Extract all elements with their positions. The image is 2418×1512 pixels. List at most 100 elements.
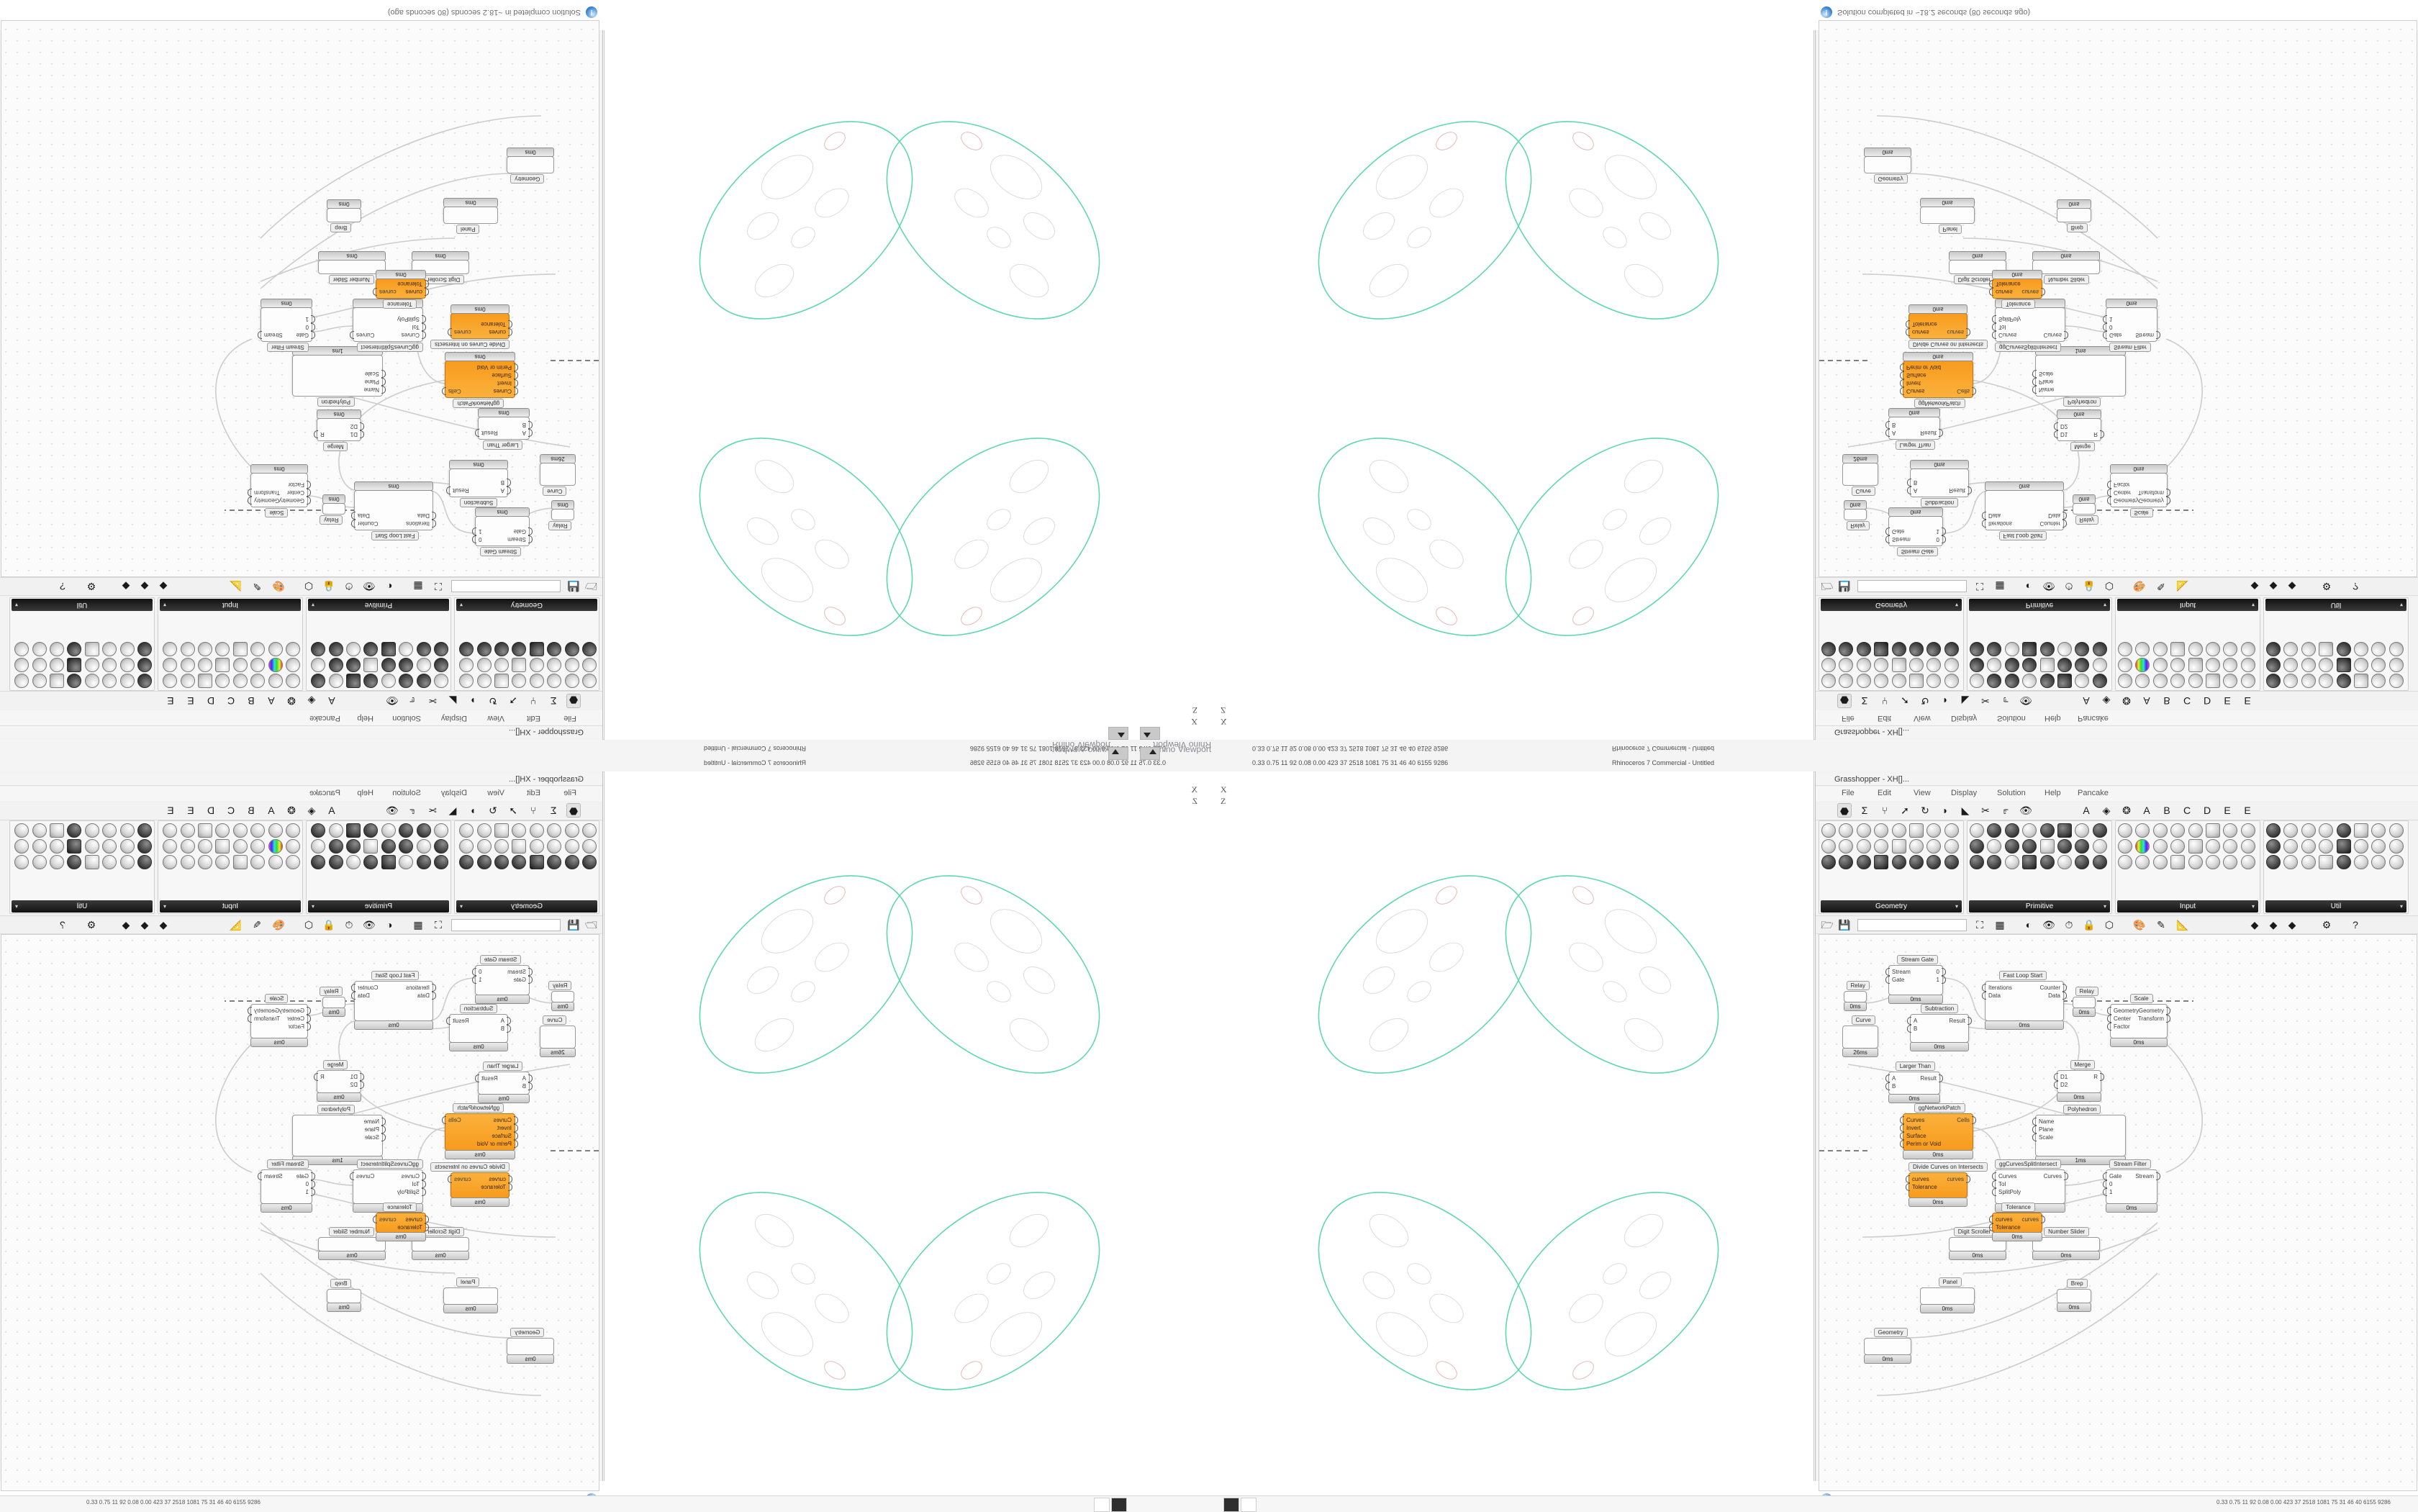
zoom-extents-icon[interactable]: ⛶ (435, 581, 442, 592)
ribbon-component-icon[interactable] (2170, 823, 2186, 838)
ribbon-component-icon[interactable] (459, 839, 474, 854)
ribbon-component-icon[interactable] (2266, 855, 2281, 869)
ribbon-component-icon[interactable] (1908, 642, 1924, 656)
node-input-port[interactable] (1885, 976, 1890, 984)
canvas-node[interactable]: A B Result (446, 468, 511, 497)
ribbon-component-icon[interactable] (2135, 642, 2150, 656)
save-icon[interactable]: 💾 (1838, 919, 1851, 931)
rhino-viewport[interactable]: X Z (604, 771, 1209, 1481)
ribbon-component-icon[interactable] (32, 855, 47, 869)
gear-icon[interactable]: ⚙ (86, 919, 96, 931)
shade-icon[interactable]: ◈ (2102, 805, 2111, 816)
ribbon-component-icon[interactable] (102, 658, 117, 672)
ribbon-component-icon[interactable] (1908, 855, 1924, 869)
ribbon-component-icon[interactable] (311, 839, 326, 854)
sketch-icon[interactable]: ✎ (2157, 581, 2165, 592)
canvas-node[interactable]: Gate 0 1 Stream (2103, 1169, 2160, 1204)
node-input-port[interactable] (2107, 1015, 2111, 1023)
canvas-node[interactable] (1844, 509, 1867, 520)
ribbon-component-icon[interactable] (346, 823, 361, 838)
ribbon-component-icon[interactable] (2371, 855, 2386, 869)
ribbon-component-icon[interactable] (311, 642, 326, 656)
ribbon-component-icon[interactable] (459, 674, 474, 688)
viewport-spin-down-right[interactable] (1140, 747, 1160, 760)
ribbon-component-icon[interactable] (180, 674, 195, 688)
ribbon-component-icon[interactable] (67, 674, 82, 688)
ribbon-component-icon[interactable] (1970, 855, 1984, 869)
canvas-node[interactable] (1920, 207, 1975, 224)
ribbon-component-icon[interactable] (2118, 658, 2132, 672)
ribbon-component-icon[interactable] (163, 658, 178, 672)
preview-b-icon[interactable]: A (2143, 695, 2150, 707)
canvas-node[interactable]: curves Tolerance curves (448, 1172, 512, 1198)
canvas-search-input[interactable] (1857, 580, 1967, 592)
ribbon-component-icon[interactable] (494, 658, 510, 672)
menu-display[interactable]: Display (1951, 714, 1978, 723)
extra-f-icon[interactable]: E (167, 695, 174, 707)
canvas-node[interactable]: Curves Invert Surface Perim or Void Cells (442, 361, 518, 398)
ribbon-component-icon[interactable] (328, 823, 343, 838)
canvas-node[interactable] (322, 997, 345, 1008)
ribbon-component-icon[interactable] (2188, 855, 2203, 869)
ribbon-component-icon[interactable] (2388, 823, 2404, 838)
ribbon-component-icon[interactable] (346, 855, 361, 869)
ribbon-component-icon[interactable] (582, 855, 597, 869)
viewport-spin-down-left[interactable] (1108, 747, 1128, 760)
chevron-down-icon-3[interactable]: ▾ (2251, 903, 2255, 910)
ribbon-component-icon[interactable] (2022, 674, 2037, 688)
ribbon-component-icon[interactable] (2092, 855, 2107, 869)
arrow-icon[interactable]: ➚ (1901, 805, 1909, 816)
node-input-port[interactable] (1992, 1180, 1996, 1188)
ribbon-component-icon[interactable] (2319, 839, 2334, 854)
profiler-icon[interactable]: ⏱ (2065, 581, 2073, 592)
ribbon-component-icon[interactable] (2004, 823, 2019, 838)
sketch-icon[interactable]: ✎ (253, 919, 261, 931)
canvas-node[interactable]: A B Result (475, 417, 533, 440)
node-input-port[interactable] (2107, 481, 2111, 489)
ribbon-component-icon[interactable] (1856, 855, 1871, 869)
menu-help[interactable]: Help (357, 714, 373, 723)
help-icon[interactable]: ? (60, 919, 65, 931)
canvas-node[interactable]: Iterations Data Counter Data (351, 490, 436, 530)
ribbon-component-icon[interactable] (416, 839, 431, 854)
taskbar-item-b2[interactable] (1111, 1498, 1127, 1512)
ribbon-component-icon[interactable] (2022, 823, 2037, 838)
ribbon-component-icon[interactable] (163, 823, 178, 838)
ribbon-component-icon[interactable] (2152, 642, 2168, 656)
ribbon-tab-primitive[interactable]: Primitive ▾ (308, 900, 449, 913)
ribbon-component-icon[interactable] (1987, 658, 2002, 672)
node-output-port[interactable] (1966, 1175, 1970, 1183)
chevron-down-icon[interactable]: ▾ (460, 903, 463, 910)
canvas-node[interactable] (2032, 1237, 2100, 1251)
node-input-port[interactable] (1907, 1017, 1911, 1025)
node-input-port[interactable] (1982, 520, 1986, 528)
ribbon-component-icon[interactable] (14, 674, 30, 688)
ribbon-component-icon[interactable] (399, 674, 414, 688)
ribbon-component-icon[interactable] (119, 642, 135, 656)
ribbon-component-icon[interactable] (14, 642, 30, 656)
eye-icon[interactable]: 👁 (2019, 695, 2032, 707)
ribbon-component-icon[interactable] (2075, 674, 2090, 688)
mesh-preview-icon[interactable]: ❂ (287, 805, 296, 816)
shade-icon[interactable]: ◈ (2102, 695, 2111, 707)
cluster-icon[interactable]: ⑂ (1881, 695, 1888, 707)
node-input-port[interactable] (2103, 331, 2107, 339)
node-output-port[interactable] (248, 497, 252, 504)
profiler-icon[interactable]: ⏱ (345, 581, 353, 592)
gem-red-icon[interactable]: ◆ (2250, 581, 2259, 592)
ribbon-component-icon[interactable] (119, 855, 135, 869)
ribbon-component-icon[interactable] (198, 642, 213, 656)
node-output-port[interactable] (2166, 1015, 2170, 1023)
ribbon-component-icon[interactable] (2336, 855, 2351, 869)
scissors-icon[interactable]: ✂ (428, 695, 437, 707)
node-input-port[interactable] (2103, 323, 2107, 331)
ribbon-component-icon[interactable] (582, 658, 597, 672)
menu-edit[interactable]: Edit (527, 789, 540, 797)
ribbon-component-icon[interactable] (180, 823, 195, 838)
ribbon-component-icon[interactable] (547, 674, 562, 688)
ribbon-component-icon[interactable] (84, 642, 99, 656)
canvas-node[interactable] (507, 156, 554, 173)
node-input-port[interactable] (1885, 968, 1890, 976)
ribbon-component-icon[interactable] (2118, 855, 2132, 869)
ribbon-component-icon[interactable] (2266, 658, 2281, 672)
